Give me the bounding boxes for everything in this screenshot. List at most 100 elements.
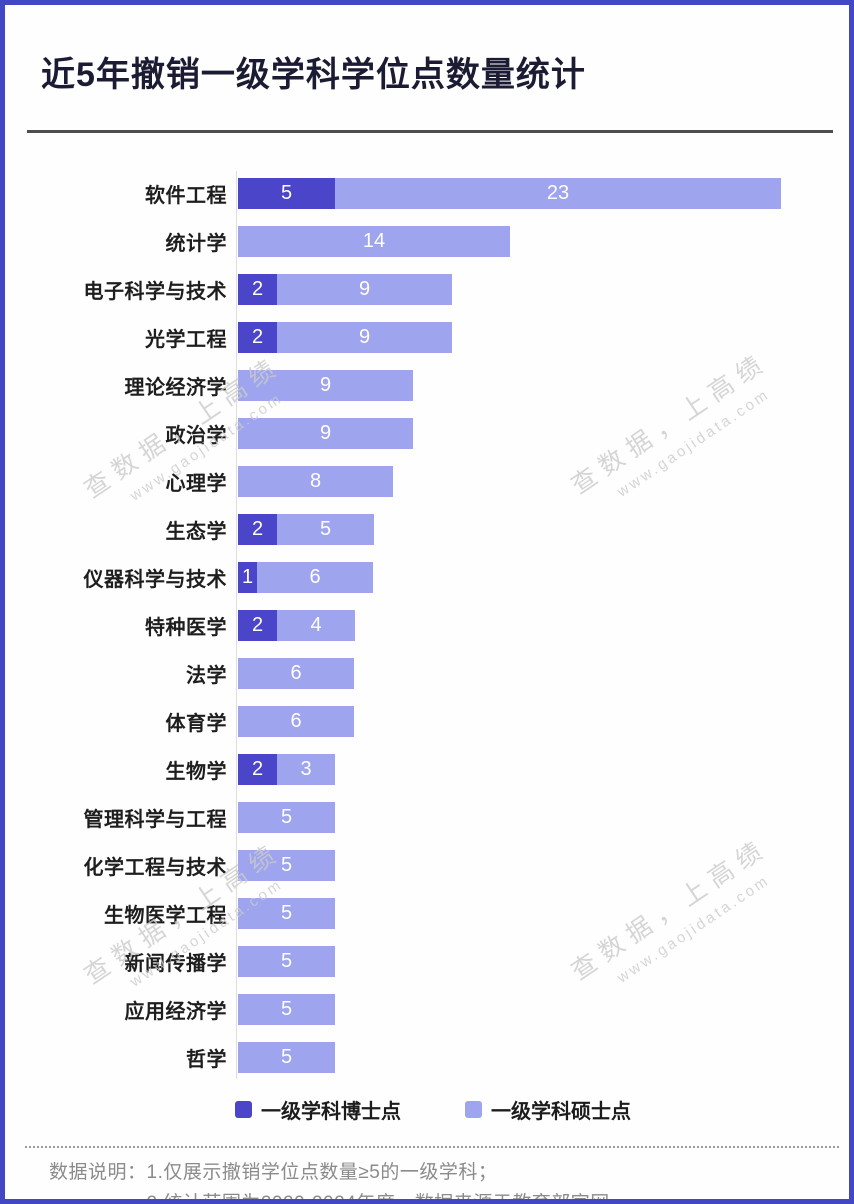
bar-segment-master: 5 — [238, 945, 335, 977]
chart-row: 哲学 5 — [5, 1033, 849, 1081]
bar-segment-master: 6 — [238, 705, 354, 737]
data-notes: 数据说明： 1.仅展示撤销学位点数量≥5的一级学科； 2.统计范围为2020-2… — [49, 1157, 630, 1204]
bar-stack: 5 23 — [238, 177, 781, 209]
chart-row: 仪器科学与技术 1 6 — [5, 553, 849, 601]
category-label: 特种医学 — [145, 616, 227, 639]
chart-row: 软件工程 5 23 — [5, 169, 849, 217]
chart-row: 政治学 9 — [5, 409, 849, 457]
chart-row: 生态学 2 5 — [5, 505, 849, 553]
chart-row: 新闻传播学 5 — [5, 937, 849, 985]
chart-row: 特种医学 2 4 — [5, 601, 849, 649]
bar-segment-master: 23 — [335, 177, 781, 209]
bar-segment-master: 9 — [238, 417, 413, 449]
bar-segment-master: 3 — [277, 753, 335, 785]
bar-segment-doctoral: 1 — [238, 561, 257, 593]
bar-segment-master: 5 — [238, 801, 335, 833]
bar-segment-master: 8 — [238, 465, 393, 497]
bar-stack: 9 — [238, 369, 413, 401]
bar-segment-master: 9 — [277, 321, 452, 353]
chart-row: 电子科学与技术 2 9 — [5, 265, 849, 313]
footer-divider — [25, 1146, 839, 1148]
bar-segment-master: 6 — [257, 561, 373, 593]
bar-segment-master: 14 — [238, 225, 510, 257]
bar-segment-master: 5 — [277, 513, 374, 545]
category-label: 应用经济学 — [124, 1000, 227, 1023]
category-label: 政治学 — [165, 424, 227, 447]
title-divider — [27, 130, 833, 133]
chart-row: 生物学 2 3 — [5, 745, 849, 793]
chart-axis-line — [236, 171, 237, 1079]
legend-item-doctoral: 一级学科博士点 — [235, 1095, 401, 1124]
page-title: 近5年撤销一级学科学位点数量统计 — [41, 56, 586, 94]
bar-segment-doctoral: 2 — [238, 273, 277, 305]
category-label: 生态学 — [165, 520, 227, 543]
chart-row: 统计学 14 — [5, 217, 849, 265]
notes-lines: 1.仅展示撤销学位点数量≥5的一级学科； 2.统计范围为2020-2024年度，… — [146, 1157, 630, 1204]
category-label: 化学工程与技术 — [83, 856, 227, 879]
category-label: 统计学 — [165, 232, 227, 255]
chart-row: 光学工程 2 9 — [5, 313, 849, 361]
bar-segment-master: 6 — [238, 657, 354, 689]
bar-segment-master: 5 — [238, 993, 335, 1025]
category-label: 光学工程 — [145, 328, 227, 351]
chart-legend: 一级学科博士点 一级学科硕士点 — [235, 1095, 631, 1124]
bar-segment-master: 5 — [238, 1041, 335, 1073]
category-label: 电子科学与技术 — [83, 280, 227, 303]
category-label: 理论经济学 — [124, 376, 227, 399]
category-label: 生物医学工程 — [104, 904, 227, 927]
bar-segment-master: 9 — [277, 273, 452, 305]
chart-row: 法学 6 — [5, 649, 849, 697]
bar-stack: 5 — [238, 849, 335, 881]
bar-stack: 9 — [238, 417, 413, 449]
chart-row: 应用经济学 5 — [5, 985, 849, 1033]
category-label: 体育学 — [165, 712, 227, 735]
note-line-1: 1.仅展示撤销学位点数量≥5的一级学科； — [146, 1162, 498, 1183]
chart-row: 理论经济学 9 — [5, 361, 849, 409]
bar-stack: 5 — [238, 945, 335, 977]
legend-item-master: 一级学科硕士点 — [465, 1095, 631, 1124]
chart-row: 体育学 6 — [5, 697, 849, 745]
category-label: 心理学 — [165, 472, 227, 495]
category-label: 仪器科学与技术 — [83, 568, 227, 591]
bar-stack: 6 — [238, 705, 354, 737]
bar-segment-doctoral: 2 — [238, 753, 277, 785]
legend-swatch-master — [465, 1101, 482, 1118]
category-label: 管理科学与工程 — [83, 808, 227, 831]
bar-chart: 软件工程 5 23 统计学 14 电子科学与技术 2 9 光学工程 2 9 理论经济学 9 政治学 9 心理学… — [5, 169, 849, 1081]
note-line-2: 2.统计范围为2020-2024年度，数据来源于教育部官网。 — [146, 1193, 630, 1204]
bar-segment-master: 5 — [238, 849, 335, 881]
bar-stack: 5 — [238, 1041, 335, 1073]
legend-label-master: 一级学科硕士点 — [491, 1101, 631, 1123]
bar-segment-doctoral: 2 — [238, 321, 277, 353]
chart-row: 化学工程与技术 5 — [5, 841, 849, 889]
notes-label: 数据说明： — [49, 1162, 147, 1183]
bar-segment-doctoral: 2 — [238, 513, 277, 545]
category-label: 哲学 — [186, 1048, 227, 1071]
bar-stack: 6 — [238, 657, 354, 689]
category-label: 生物学 — [165, 760, 227, 783]
category-label: 法学 — [186, 664, 227, 687]
category-label: 软件工程 — [145, 184, 227, 207]
bar-segment-master: 9 — [238, 369, 413, 401]
legend-swatch-doctoral — [235, 1101, 252, 1118]
chart-row: 生物医学工程 5 — [5, 889, 849, 937]
bar-stack: 14 — [238, 225, 510, 257]
bar-segment-doctoral: 2 — [238, 609, 277, 641]
chart-row: 心理学 8 — [5, 457, 849, 505]
bar-stack: 5 — [238, 993, 335, 1025]
legend-label-doctoral: 一级学科博士点 — [261, 1101, 401, 1123]
bar-stack: 8 — [238, 465, 393, 497]
bar-stack: 5 — [238, 897, 335, 929]
bar-segment-master: 4 — [277, 609, 355, 641]
bar-segment-master: 5 — [238, 897, 335, 929]
bar-segment-doctoral: 5 — [238, 177, 335, 209]
chart-row: 管理科学与工程 5 — [5, 793, 849, 841]
category-label: 新闻传播学 — [124, 952, 227, 975]
